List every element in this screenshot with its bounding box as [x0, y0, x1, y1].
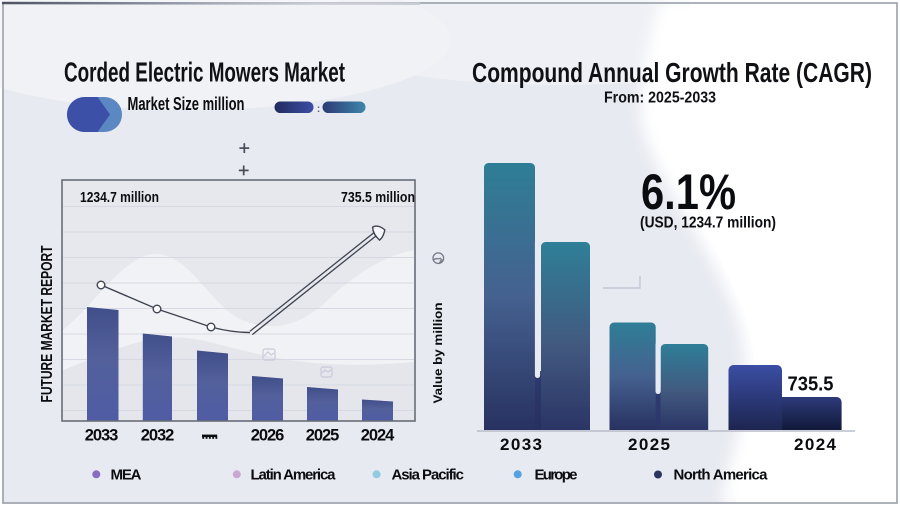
svg-text:735.5 million: 735.5 million	[341, 190, 415, 206]
svg-text:1234.7 million: 1234.7 million	[80, 190, 159, 206]
svg-text:Latin America: Latin America	[251, 467, 337, 484]
svg-text:2032: 2032	[141, 427, 175, 445]
svg-text:2025: 2025	[628, 435, 670, 454]
svg-text:Market Size million: Market Size million	[128, 93, 245, 114]
svg-text:2033: 2033	[500, 435, 542, 454]
svg-text:Europe: Europe	[535, 467, 578, 484]
svg-text:FUTURE MARKET REPORT: FUTURE MARKET REPORT	[39, 245, 56, 402]
svg-text:2025: 2025	[306, 427, 340, 445]
svg-text:Compound Annual Growth Rate (C: Compound Annual Growth Rate (CAGR)	[472, 57, 872, 88]
svg-text:2024: 2024	[794, 435, 837, 454]
svg-text:2033: 2033	[85, 427, 119, 445]
svg-text:Corded Electric Mowers Market: Corded Electric Mowers Market	[64, 57, 345, 88]
svg-text:Value by million: Value by million	[433, 303, 445, 404]
svg-text:North America: North America	[674, 467, 769, 484]
svg-text:2024: 2024	[361, 427, 395, 445]
svg-text:6.1%: 6.1%	[641, 164, 736, 220]
svg-text::: :	[317, 104, 320, 115]
svg-text:MEA: MEA	[111, 467, 142, 484]
svg-text:(USD, 1234.7 million): (USD, 1234.7 million)	[640, 215, 776, 232]
svg-text:From: 2025-2033: From: 2025-2033	[604, 90, 716, 107]
svg-text:Asia Pacific: Asia Pacific	[392, 467, 465, 484]
svg-text:735.5: 735.5	[788, 373, 834, 396]
svg-text:2026: 2026	[251, 427, 285, 445]
